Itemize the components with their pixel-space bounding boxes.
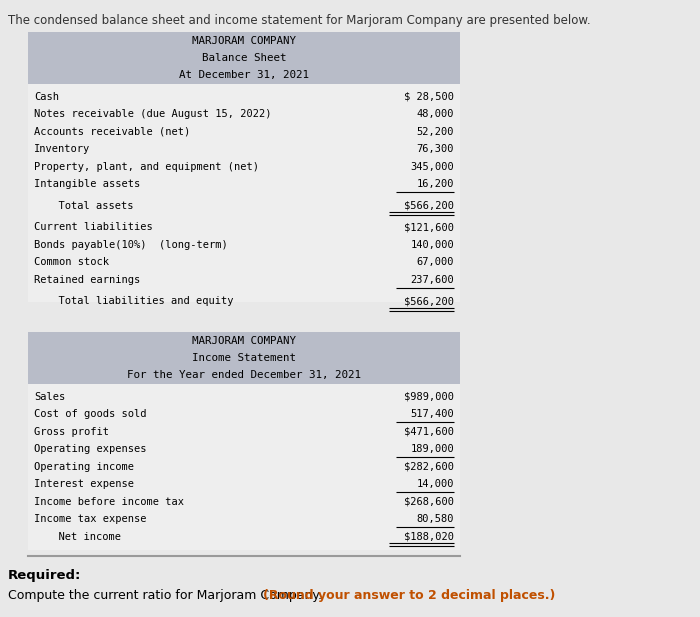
Text: $566,200: $566,200 bbox=[404, 201, 454, 211]
Text: Compute the current ratio for Marjoram Company.: Compute the current ratio for Marjoram C… bbox=[8, 589, 326, 602]
Text: 237,600: 237,600 bbox=[410, 275, 454, 285]
Text: Income tax expense: Income tax expense bbox=[34, 514, 146, 524]
Bar bbox=[28, 332, 460, 384]
Text: $188,020: $188,020 bbox=[404, 532, 454, 542]
Text: MARJORAM COMPANY: MARJORAM COMPANY bbox=[192, 36, 296, 46]
Text: Bonds payable(10%)  (long-term): Bonds payable(10%) (long-term) bbox=[34, 240, 228, 250]
Text: $566,200: $566,200 bbox=[404, 296, 454, 306]
Text: Property, plant, and equipment (net): Property, plant, and equipment (net) bbox=[34, 162, 259, 172]
Text: At December 31, 2021: At December 31, 2021 bbox=[179, 70, 309, 80]
Text: 80,580: 80,580 bbox=[416, 514, 454, 524]
Bar bbox=[28, 384, 460, 550]
Text: Cash: Cash bbox=[34, 92, 59, 102]
Text: (Round your answer to 2 decimal places.): (Round your answer to 2 decimal places.) bbox=[263, 589, 555, 602]
Text: Gross profit: Gross profit bbox=[34, 427, 109, 437]
Text: Net income: Net income bbox=[46, 532, 121, 542]
Text: Total liabilities and equity: Total liabilities and equity bbox=[46, 296, 234, 306]
Text: MARJORAM COMPANY: MARJORAM COMPANY bbox=[192, 336, 296, 346]
Text: Operating expenses: Operating expenses bbox=[34, 444, 146, 454]
Text: 345,000: 345,000 bbox=[410, 162, 454, 172]
Text: Common stock: Common stock bbox=[34, 257, 109, 267]
Text: 76,300: 76,300 bbox=[416, 144, 454, 154]
Text: 14,000: 14,000 bbox=[416, 479, 454, 489]
Text: The condensed balance sheet and income statement for Marjoram Company are presen: The condensed balance sheet and income s… bbox=[8, 14, 591, 27]
Text: Interest expense: Interest expense bbox=[34, 479, 134, 489]
Text: Operating income: Operating income bbox=[34, 462, 134, 472]
Text: Income Statement: Income Statement bbox=[192, 353, 296, 363]
Text: Balance Sheet: Balance Sheet bbox=[202, 53, 286, 63]
Text: Accounts receivable (net): Accounts receivable (net) bbox=[34, 126, 190, 137]
Text: 517,400: 517,400 bbox=[410, 409, 454, 419]
Text: For the Year ended December 31, 2021: For the Year ended December 31, 2021 bbox=[127, 370, 361, 380]
Text: Total assets: Total assets bbox=[46, 201, 134, 211]
Text: Income before income tax: Income before income tax bbox=[34, 497, 184, 507]
Text: 140,000: 140,000 bbox=[410, 240, 454, 250]
Text: Sales: Sales bbox=[34, 392, 65, 402]
Text: $471,600: $471,600 bbox=[404, 427, 454, 437]
Text: Cost of goods sold: Cost of goods sold bbox=[34, 409, 146, 419]
Text: 16,200: 16,200 bbox=[416, 180, 454, 189]
Text: Notes receivable (due August 15, 2022): Notes receivable (due August 15, 2022) bbox=[34, 109, 272, 119]
Text: 48,000: 48,000 bbox=[416, 109, 454, 119]
Text: $268,600: $268,600 bbox=[404, 497, 454, 507]
Text: Inventory: Inventory bbox=[34, 144, 90, 154]
Text: Required:: Required: bbox=[8, 569, 81, 582]
Text: 67,000: 67,000 bbox=[416, 257, 454, 267]
Text: Current liabilities: Current liabilities bbox=[34, 222, 153, 232]
Text: $ 28,500: $ 28,500 bbox=[404, 92, 454, 102]
Text: 189,000: 189,000 bbox=[410, 444, 454, 454]
Bar bbox=[28, 84, 460, 302]
Bar bbox=[28, 32, 460, 84]
Text: $121,600: $121,600 bbox=[404, 222, 454, 232]
Text: $989,000: $989,000 bbox=[404, 392, 454, 402]
Text: $282,600: $282,600 bbox=[404, 462, 454, 472]
Text: 52,200: 52,200 bbox=[416, 126, 454, 137]
Text: Intangible assets: Intangible assets bbox=[34, 180, 140, 189]
Text: Retained earnings: Retained earnings bbox=[34, 275, 140, 285]
